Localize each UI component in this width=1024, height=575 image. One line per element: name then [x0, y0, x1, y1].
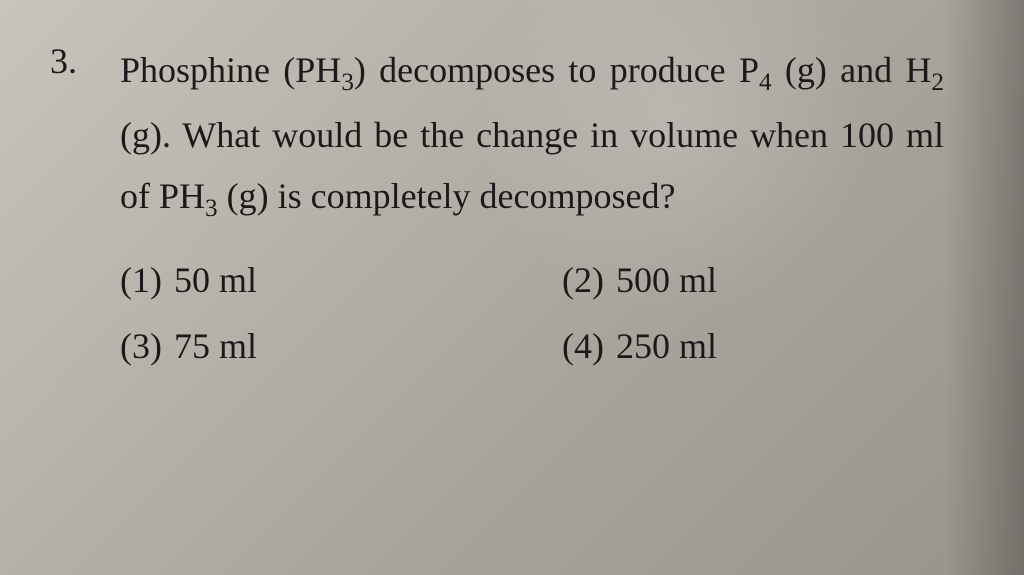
option-number: (4) — [562, 325, 604, 367]
question-block: 3. Phosphine (PH3) decomposes to produce… — [0, 0, 1024, 407]
option-4: (4) 250 ml — [562, 325, 944, 367]
subscript: 2 — [931, 69, 944, 96]
option-text: 500 ml — [616, 259, 717, 301]
option-number: (1) — [120, 259, 162, 301]
text-part: (g) is completely decomposed? — [227, 176, 676, 216]
text-part: (g) and H — [772, 50, 932, 90]
text-part: ) decomposes to produce — [354, 50, 726, 90]
option-number: (3) — [120, 325, 162, 367]
subscript: 4 — [759, 69, 772, 96]
question-body: Phosphine (PH3) decomposes to produce P4… — [120, 40, 944, 367]
text-part: P — [739, 50, 759, 90]
option-text: 250 ml — [616, 325, 717, 367]
question-text: Phosphine (PH3) decomposes to produce P4… — [120, 40, 944, 231]
text-part: Phosphine (PH — [120, 50, 341, 90]
question-number: 3. — [50, 40, 90, 82]
option-number: (2) — [562, 259, 604, 301]
option-text: 50 ml — [174, 259, 257, 301]
text-part: (g). What would be the — [120, 115, 464, 155]
options-grid: (1) 50 ml (2) 500 ml (3) 75 ml (4) 250 m… — [120, 259, 944, 367]
option-1: (1) 50 ml — [120, 259, 502, 301]
subscript: 3 — [205, 195, 218, 222]
option-3: (3) 75 ml — [120, 325, 502, 367]
subscript: 3 — [341, 69, 354, 96]
option-text: 75 ml — [174, 325, 257, 367]
option-2: (2) 500 ml — [562, 259, 944, 301]
